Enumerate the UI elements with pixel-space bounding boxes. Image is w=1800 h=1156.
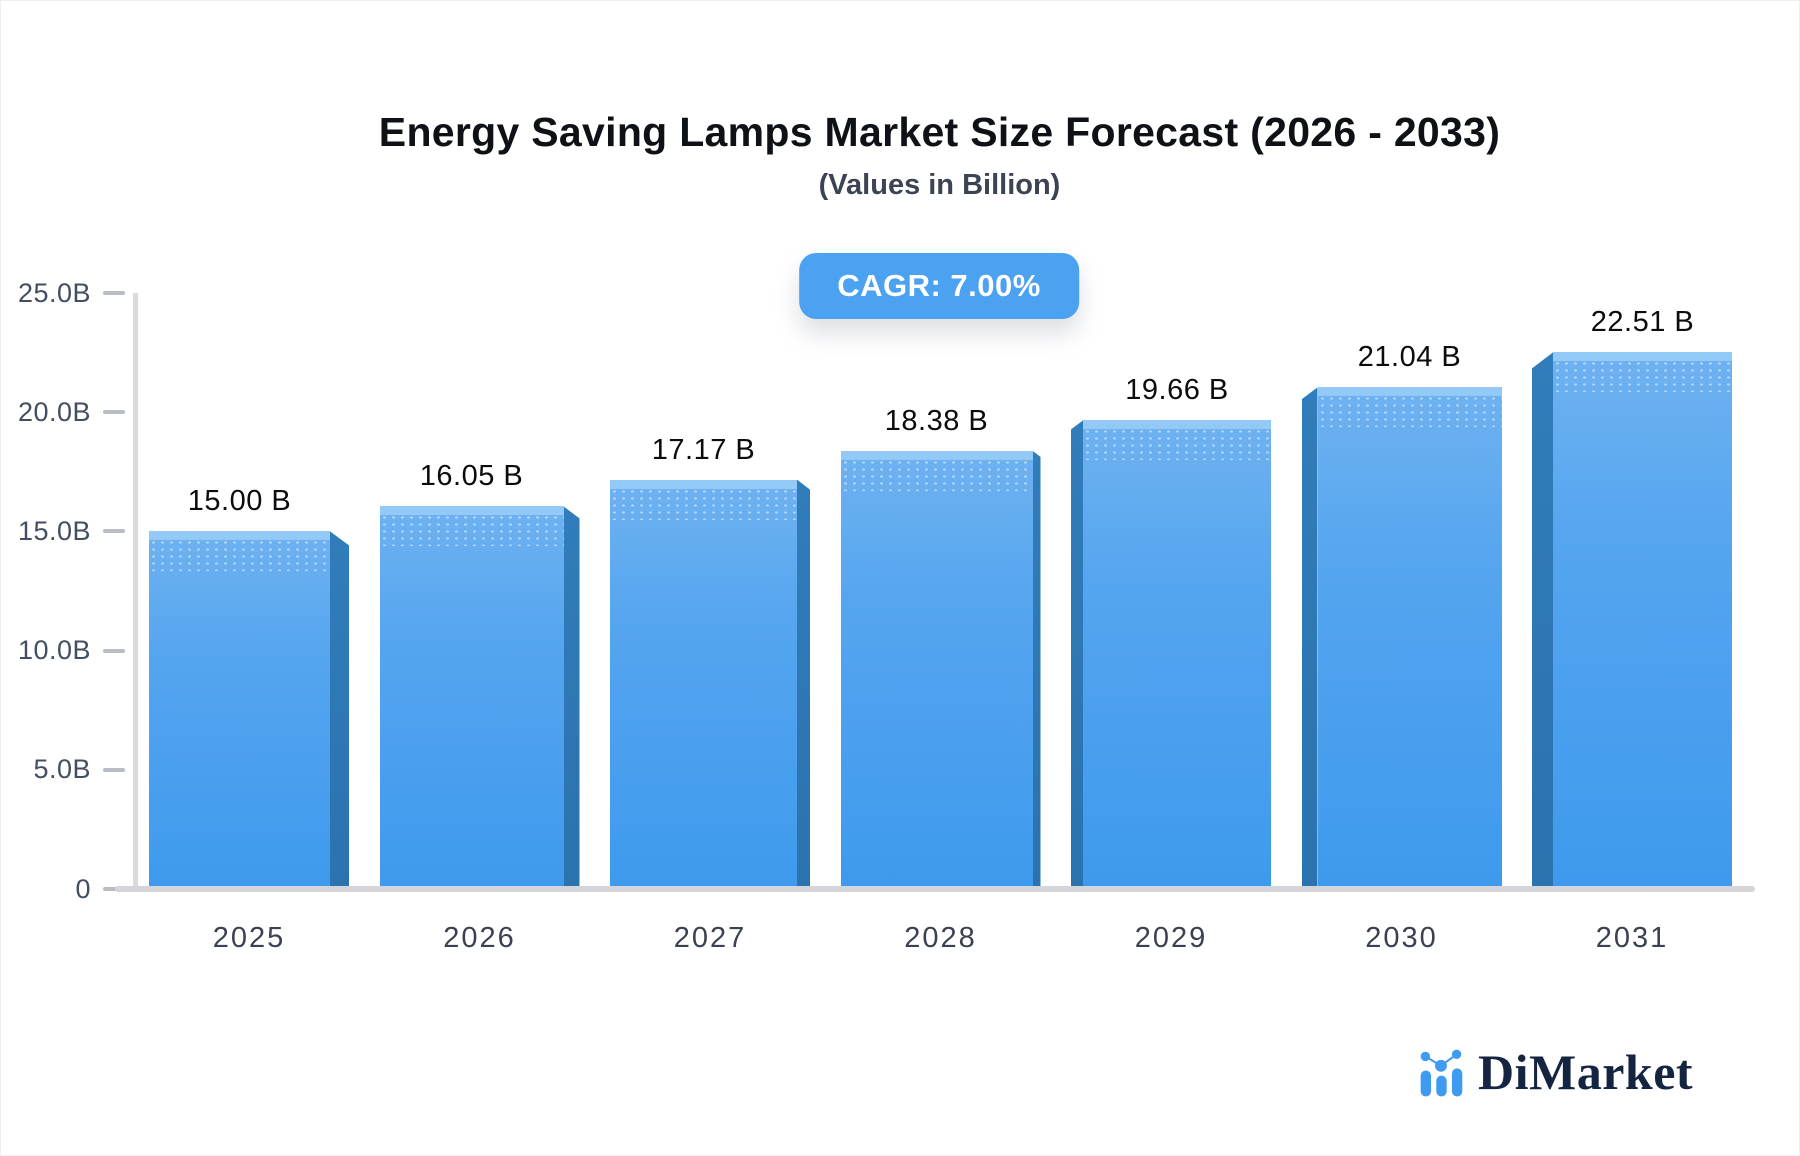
y-tick-mark [103,887,125,891]
bar-top-highlight [840,450,1033,460]
bar-value-label: 17.17 B [651,433,756,466]
bar-side-face [1071,420,1083,889]
x-axis-label: 2028 [904,922,977,954]
bar-2027[interactable]: 17.17 B 2027 [610,434,810,954]
bar-side-face [1301,387,1318,889]
x-axis-line [115,886,1755,892]
chart-title: Energy Saving Lamps Market Size Forecast… [378,109,1501,155]
y-tick: 15.0B [1,514,125,548]
y-tick: 5.0B [1,753,125,787]
bar-2025[interactable]: 15.00 B 2025 [149,485,349,954]
x-axis-label: 2026 [443,922,516,954]
brand-logo: DiMarket [1419,1043,1693,1101]
y-tick-mark [103,767,125,772]
bar-top-texture [840,458,1033,491]
bar-top-highlight [1317,387,1502,397]
bar-top-texture [379,514,564,547]
x-axis-label: 2029 [1134,922,1208,954]
brand-name: DiMarket [1478,1044,1694,1100]
bar-value-label: 19.66 B [1125,374,1229,407]
y-tick: 0 [1,872,125,906]
y-tick: 25.0B [1,276,125,310]
bar-top-highlight [379,506,564,516]
y-tick: 20.0B [1,395,125,429]
bar-top-texture [1553,360,1732,393]
bar-top-texture [149,539,330,572]
bar-face: 16.05 B [379,460,564,889]
bar-top-texture [1083,428,1271,461]
cagr-badge: CAGR: 7.00% [799,253,1079,319]
bar-top-highlight [610,479,797,489]
bar-top-highlight [1553,352,1732,362]
y-axis-line [133,293,138,889]
y-tick-label: 25.0B [17,277,91,308]
x-axis-label: 2025 [212,922,286,954]
bar-side-face [330,531,349,889]
bar-face: 22.51 B [1553,306,1732,889]
y-tick-mark [103,291,125,295]
bar-2029[interactable]: 19.66 B 2029 [1071,374,1271,954]
plot-area: 15.00 B 2025 16.05 B 2026 17.17 B 2027 18.38 B… [133,293,1746,954]
bar-side-face [563,506,580,889]
y-tick-label: 10.0B [17,635,91,666]
bar-face: 19.66 B [1083,374,1271,889]
x-axis-label: 2027 [673,922,747,954]
bar-side-face [1532,352,1553,889]
bar-side-face [1032,450,1041,889]
bar-face: 15.00 B [149,485,330,889]
bar-top-texture [610,487,797,520]
bar-face: 21.04 B [1317,341,1502,889]
bar-2026[interactable]: 16.05 B 2026 [379,460,580,954]
bar-value-label: 21.04 B [1357,341,1462,374]
y-tick-mark [103,529,125,534]
dimarket-bars-icon [1420,1049,1463,1097]
y-tick-label: 20.0B [17,396,91,427]
y-tick-label: 5.0B [33,754,91,785]
y-tick-mark [103,410,125,415]
y-tick-label: 0 [75,873,91,904]
bar-top-texture [1317,395,1502,428]
bar-2030[interactable]: 21.04 B 2030 [1301,341,1502,954]
bar-top-highlight [1083,420,1271,430]
x-axis-label: 2030 [1365,922,1438,954]
y-tick-label: 15.0B [17,515,91,546]
y-tick-mark [103,648,125,653]
x-axis-label: 2031 [1595,922,1669,954]
bar-value-label: 18.38 B [884,404,989,437]
bar-value-label: 22.51 B [1590,306,1695,339]
chart-subtitle: (Values in Billion) [818,169,1061,201]
bar-side-face [797,479,810,889]
bar-value-label: 16.05 B [419,460,524,493]
bar-value-label: 15.00 B [187,485,292,518]
bar-2031[interactable]: 22.51 B 2031 [1532,306,1732,954]
y-tick: 10.0B [1,634,125,668]
bar-top-highlight [149,531,330,541]
bar-face: 17.17 B [610,434,797,889]
bar-2028[interactable]: 18.38 B 2028 [840,405,1041,954]
bar-face: 18.38 B [840,405,1033,889]
